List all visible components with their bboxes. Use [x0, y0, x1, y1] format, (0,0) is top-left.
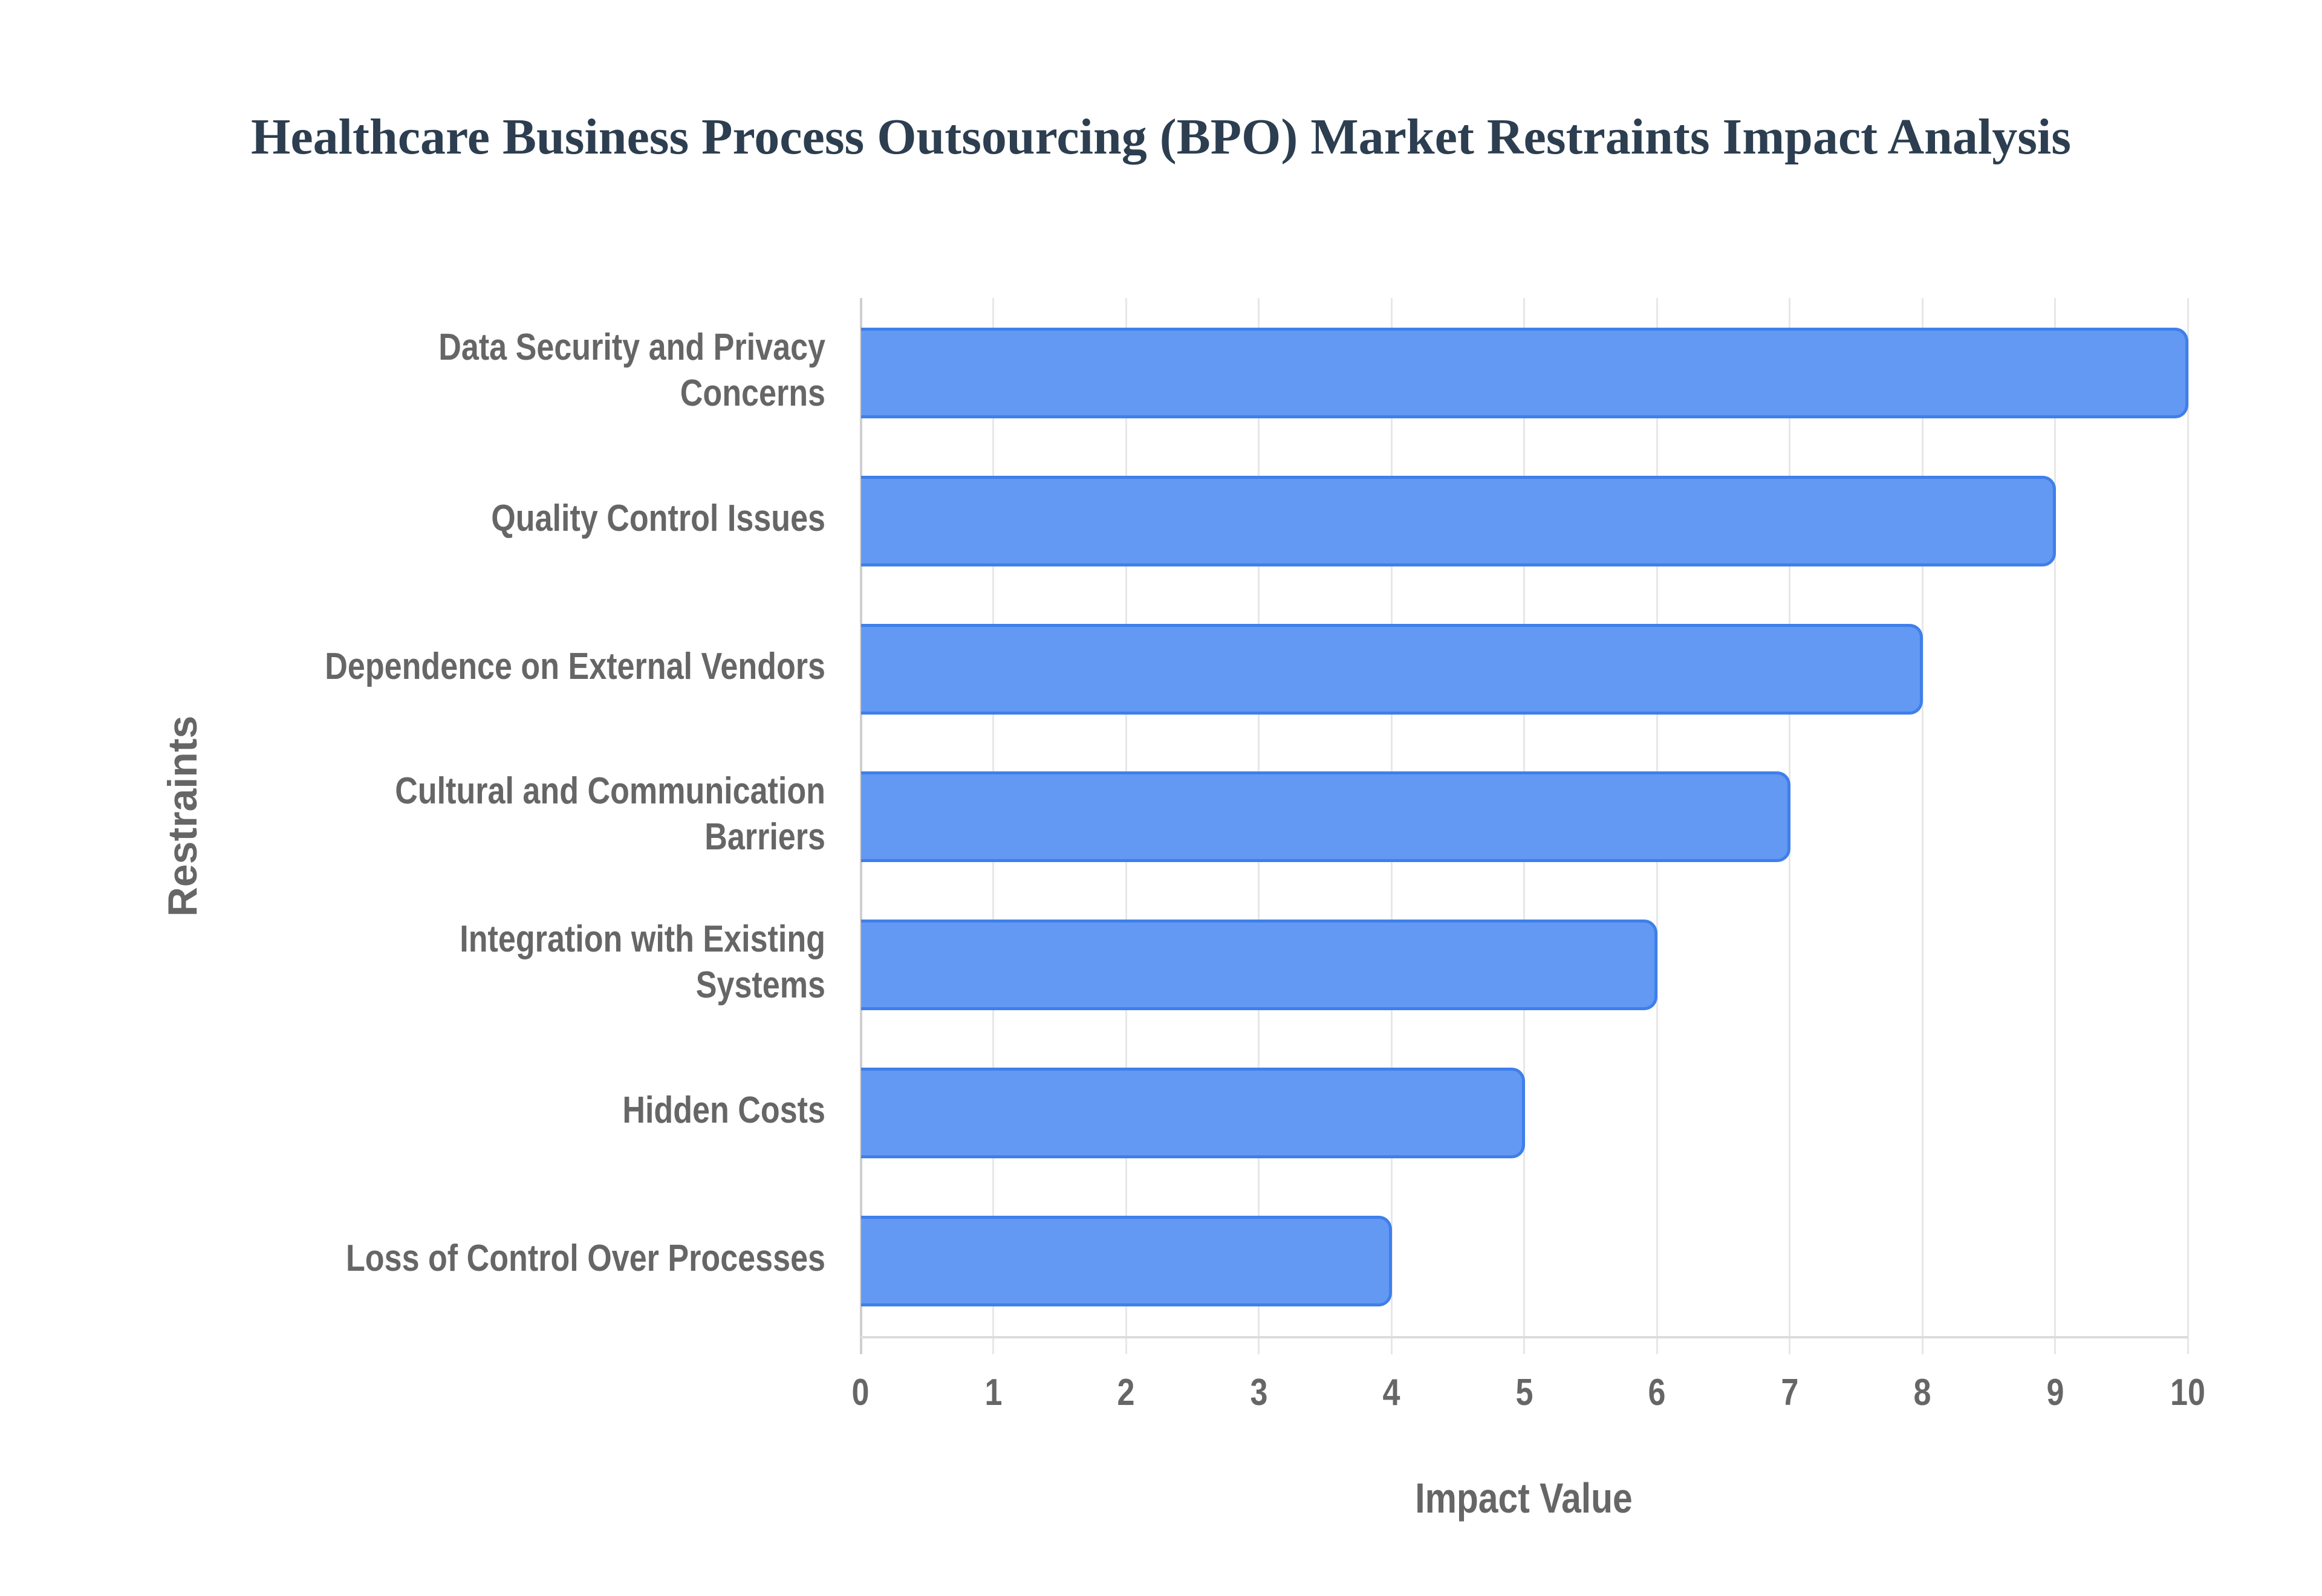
category-label-line: Systems: [695, 964, 825, 1007]
x-tick-label: 7: [1781, 1372, 1798, 1413]
category-label: Data Security and Privacy Concerns: [267, 325, 825, 417]
category-label-line: Dependence on External Vendors: [325, 645, 825, 687]
x-tick-label: 0: [851, 1372, 870, 1413]
bar[interactable]: [861, 1068, 1525, 1158]
category-label: Integration with Existing Systems: [267, 916, 825, 1008]
category-label-line: Concerns: [680, 372, 825, 414]
bar[interactable]: [861, 1215, 1392, 1306]
bar[interactable]: [861, 771, 1790, 863]
chart-title: Healthcare Business Process Outsourcing …: [251, 109, 2071, 165]
category-label: Hidden Costs: [267, 1088, 825, 1134]
x-tick-label: 9: [2046, 1372, 2064, 1413]
x-axis-line: [860, 1336, 2188, 1338]
x-tick-label: 2: [1117, 1372, 1135, 1413]
gridline: [2187, 298, 2189, 1354]
x-tick-label: 3: [1250, 1372, 1267, 1413]
category-label-line: Cultural and Communication: [395, 770, 825, 813]
x-tick-label: 8: [1913, 1372, 1931, 1413]
x-tick-label: 4: [1382, 1372, 1400, 1413]
x-tick-label: 6: [1648, 1372, 1666, 1413]
x-tick-label: 1: [984, 1372, 1002, 1413]
bar[interactable]: [861, 475, 2056, 566]
x-axis-title: Impact Value: [1415, 1474, 1633, 1522]
x-tick-label: 10: [2170, 1372, 2205, 1413]
bar[interactable]: [861, 920, 1657, 1011]
category-label: Loss of Control Over Processes: [267, 1236, 825, 1282]
category-label: Quality Control Issues: [267, 496, 825, 542]
category-label-line: Barriers: [704, 816, 825, 858]
x-tick-label: 5: [1515, 1372, 1533, 1413]
category-label-line: Loss of Control Over Processes: [345, 1237, 825, 1279]
category-label-line: Quality Control Issues: [491, 497, 825, 539]
category-label-line: Data Security and Privacy: [438, 326, 825, 368]
bar[interactable]: [861, 328, 2188, 418]
gridline: [859, 298, 862, 1354]
category-label-line: Hidden Costs: [622, 1089, 825, 1131]
bar[interactable]: [861, 623, 1923, 715]
gridline: [1921, 298, 1924, 1354]
gridline: [2054, 298, 2056, 1354]
y-axis-title: Restraints: [160, 715, 206, 917]
category-label: Cultural and Communication Barriers: [267, 768, 825, 860]
category-label: Dependence on External Vendors: [267, 644, 825, 690]
category-label-line: Integration with Existing: [460, 918, 825, 961]
